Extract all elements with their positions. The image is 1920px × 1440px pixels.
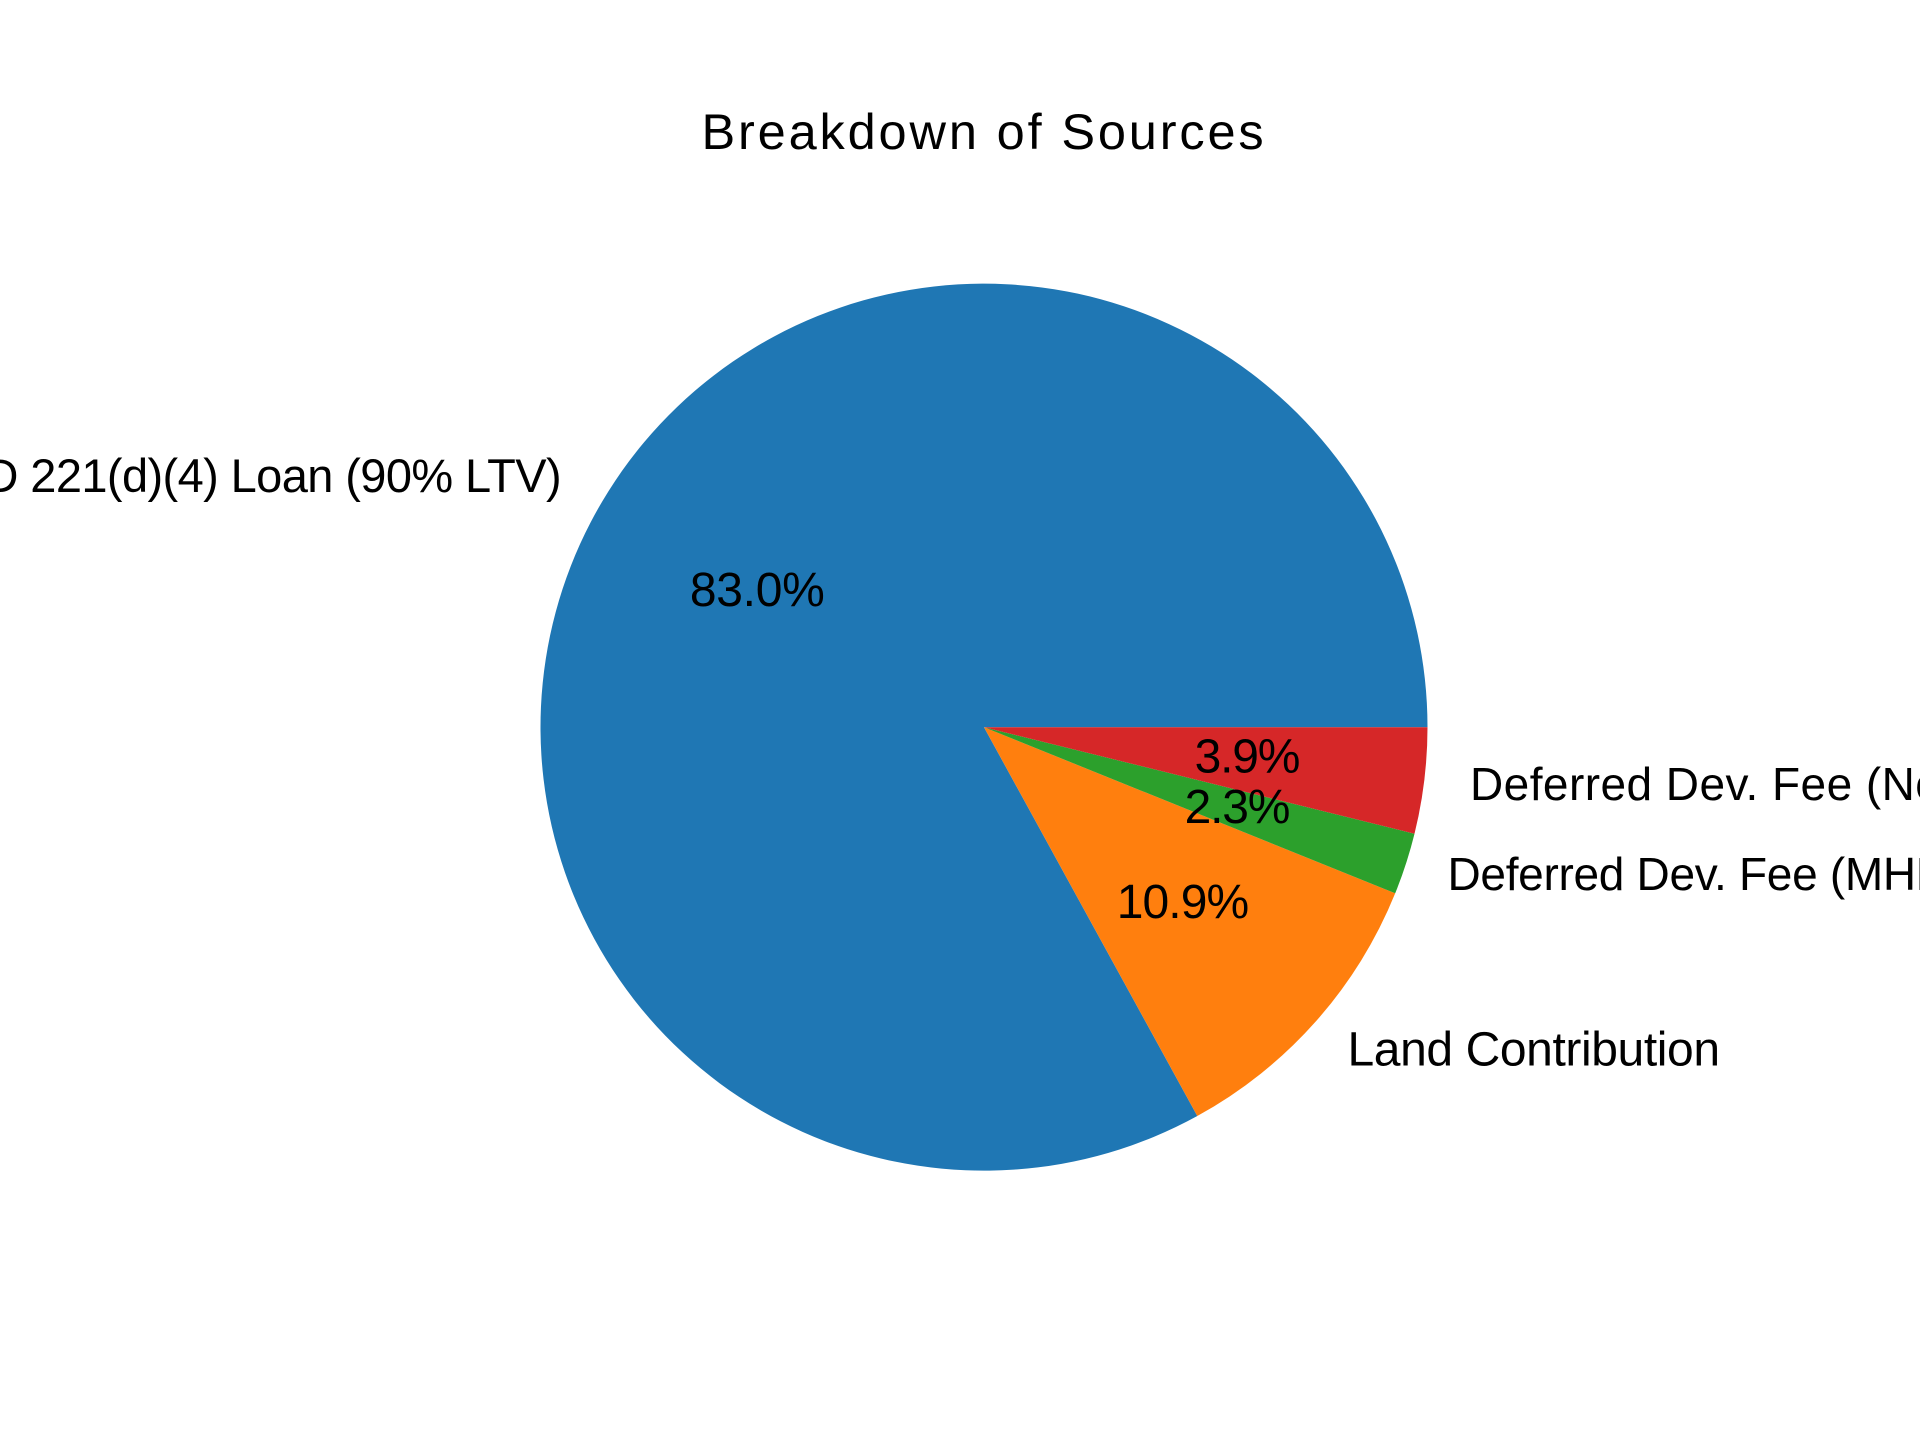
svg-text:10.9%: 10.9% (1117, 876, 1249, 929)
svg-text:Deferred Dev. Fee (MHP): Deferred Dev. Fee (MHP) (1448, 848, 1920, 900)
svg-text:Breakdown of Sources: Breakdown of Sources (701, 103, 1266, 160)
svg-text:HUD 221(d)(4) Loan (90% LTV): HUD 221(d)(4) Loan (90% LTV) (0, 449, 561, 502)
svg-text:Land Contribution: Land Contribution (1348, 1024, 1720, 1077)
svg-text:3.9%: 3.9% (1195, 730, 1300, 783)
svg-text:83.0%: 83.0% (690, 564, 825, 617)
svg-text:Deferred Dev. Fee (Non-MHP): Deferred Dev. Fee (Non-MHP) (1470, 758, 1920, 810)
svg-text:2.3%: 2.3% (1185, 781, 1290, 834)
